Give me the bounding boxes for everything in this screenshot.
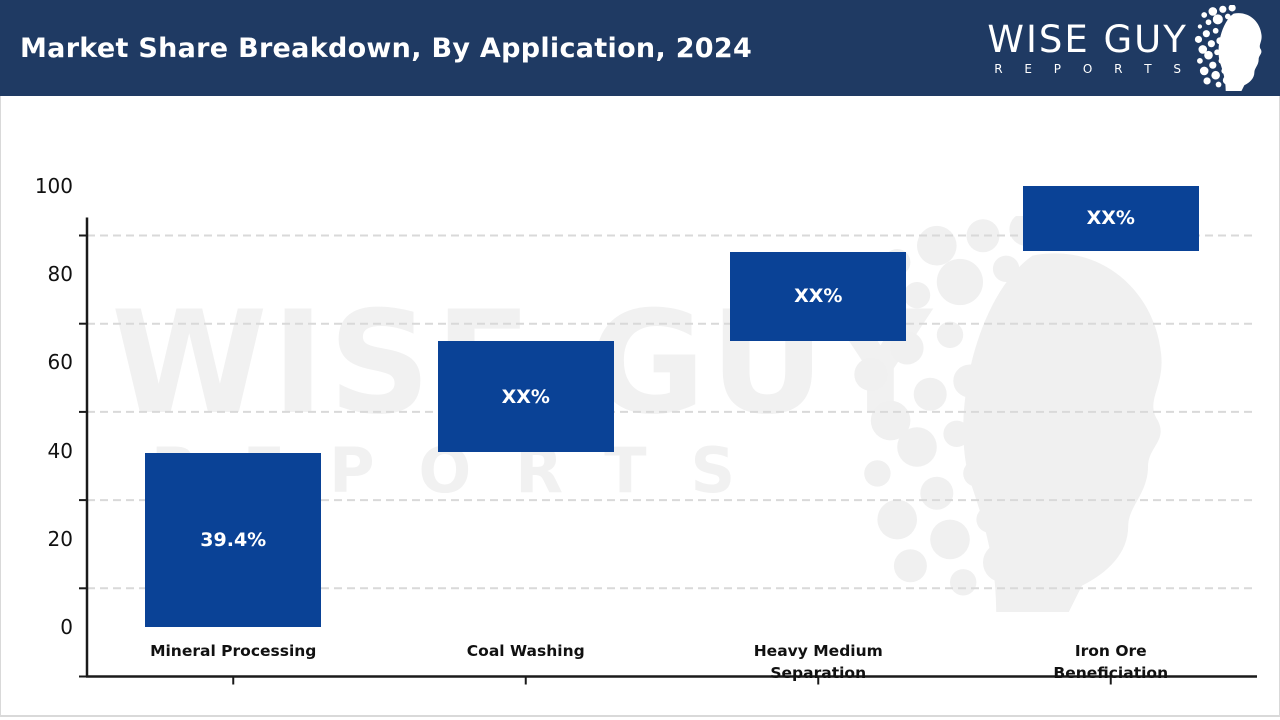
bar-value-label-2: XX% [794,285,843,308]
x-category-label-line: Beneficiation [1053,663,1169,682]
x-category-label-0: Mineral Processing [123,641,343,663]
logo-tagline: R E P O R T S [994,61,1190,76]
page-title: Market Share Breakdown, By Application, … [20,32,753,64]
y-tick-label-60: 60 [47,350,73,375]
bar-1: XX% [437,341,614,453]
bar-value-label-1: XX% [501,385,550,408]
bar-2: XX% [730,252,907,341]
x-category-label-3: Iron Ore Beneficiation [1001,641,1221,684]
logo-text: WISE GUY R E P O R T S [985,21,1190,76]
y-tick-label-100: 100 [34,174,73,198]
bar-value-label-0: 39.4% [200,529,267,552]
y-tick-label-40: 40 [47,438,73,463]
wise-guy-reports-logo: WISE GUY R E P O R T S [985,5,1280,91]
x-category-label-line: Coal Washing [466,642,585,660]
logo-face-icon [1194,5,1266,91]
y-tick-label-20: 20 [47,526,73,551]
bar-3: XX% [1022,186,1199,251]
logo-wordmark: WISE GUY [987,17,1188,61]
y-tick-label-80: 80 [47,262,73,287]
bar-value-label-3: XX% [1086,207,1135,230]
x-category-label-1: Coal Washing [416,641,636,663]
x-category-label-line: Mineral Processing [150,642,317,660]
x-category-label-line: Heavy Medium [753,642,883,660]
header-bar: Market Share Breakdown, By Application, … [0,0,1280,96]
y-tick-label-0: 0 [60,615,73,639]
bar-0: 39.4% [145,453,322,627]
x-category-label-line: Iron Ore [1074,642,1147,660]
chart-area: WISE GUY REPORTS 0 20 40 60 80 100 39.4% XX% XX%… [0,96,1280,717]
x-category-label-2: Heavy Medium Separation [708,641,928,684]
x-category-label-line: Separation [770,663,867,682]
